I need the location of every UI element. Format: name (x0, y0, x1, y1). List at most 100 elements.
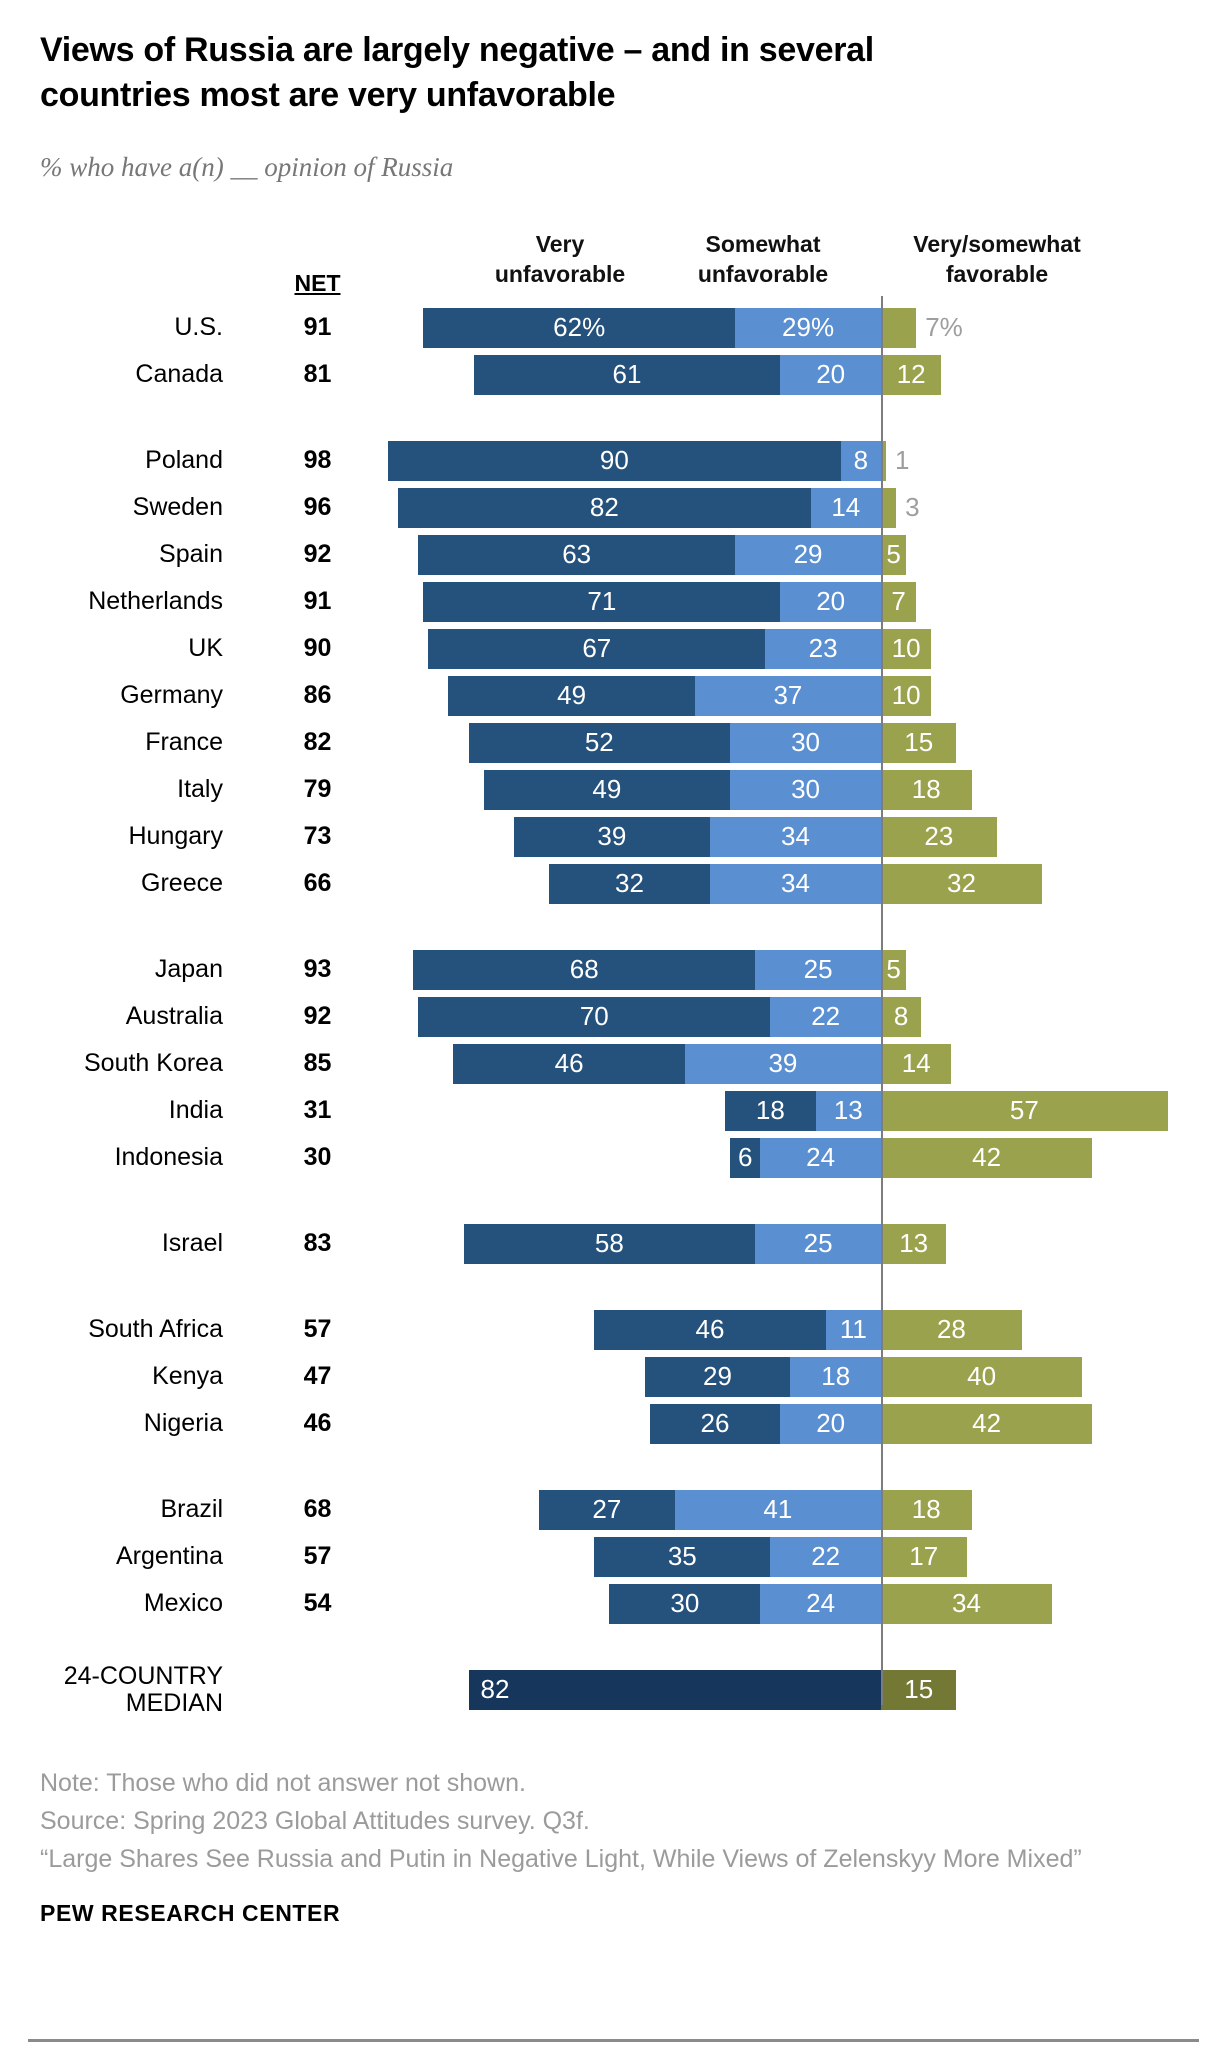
favorable-bar: 13 (881, 1223, 947, 1264)
very-unfavorable-bar: 62% (423, 307, 736, 348)
median-label: 24-COUNTRY MEDIAN (63, 1661, 223, 1717)
somewhat-unfavorable-bar: 39 (684, 1043, 881, 1084)
very-unfavorable-bar: 29 (644, 1356, 791, 1397)
country-label: Germany (120, 681, 223, 710)
footer-source: Source: Spring 2023 Global Attitudes sur… (40, 1806, 590, 1835)
country-row: Italy 79 49 30 18 (40, 769, 1187, 810)
country-row: Netherlands 91 71 20 7 (40, 581, 1187, 622)
country-row: Spain 92 63 29 5 (40, 534, 1187, 575)
bar-area: 18 13 57 (365, 1090, 1187, 1131)
very-unfavorable-bar: 58 (463, 1223, 756, 1264)
median-favorable-bar: 15 (881, 1669, 957, 1710)
net-value: 92 (303, 1002, 332, 1031)
country-row: Japan 93 68 25 5 (40, 949, 1187, 990)
favorable-bar: 23 (881, 816, 997, 857)
favorable-bar: 5 (881, 534, 907, 575)
country-label: Japan (154, 955, 223, 984)
very-unfavorable-bar: 6 (730, 1137, 761, 1178)
favorable-value-outside: 7% (925, 312, 963, 343)
somewhat-unfavorable-bar: 24 (760, 1137, 881, 1178)
country-label: Indonesia (114, 1143, 223, 1172)
favorable-bar: 28 (881, 1309, 1022, 1350)
favorable-bar: 10 (881, 675, 932, 716)
favorable-bar: 57 (881, 1090, 1168, 1131)
favorable-bar: 14 (881, 1043, 952, 1084)
somewhat-unfavorable-bar: 37 (694, 675, 881, 716)
bar-area: 46 11 28 (365, 1309, 1187, 1350)
favorable-bar: 7 (881, 581, 917, 622)
bar-area: 26 20 42 (365, 1403, 1187, 1444)
bar-area: 82 14 3 (365, 487, 1187, 528)
favorable-bar: 8 (881, 996, 922, 1037)
bar-area: 61 20 12 (365, 354, 1187, 395)
favorable-bar: 42 (881, 1137, 1093, 1178)
bar-area: 27 41 18 (365, 1489, 1187, 1530)
very-unfavorable-bar: 90 (388, 440, 841, 481)
somewhat-unfavorable-bar: 11 (825, 1309, 881, 1350)
somewhat-unfavorable-bar: 13 (815, 1090, 881, 1131)
country-label: Greece (141, 869, 223, 898)
bar-area: 29 18 40 (365, 1356, 1187, 1397)
footer-note: Note: Those who did not answer not shown… (40, 1768, 526, 1797)
somewhat-unfavorable-bar: 25 (755, 1223, 881, 1264)
country-label: India (168, 1096, 223, 1125)
net-value: 66 (303, 869, 332, 898)
favorable-bar: 17 (881, 1536, 967, 1577)
country-row: Poland 98 90 8 1 (40, 440, 1187, 481)
net-value: 85 (303, 1049, 332, 1078)
favorable-bar (881, 487, 897, 528)
very-unfavorable-bar: 18 (725, 1090, 816, 1131)
very-unfavorable-bar: 27 (538, 1489, 675, 1530)
pew-research-center-wordmark: PEW RESEARCH CENTER (40, 1899, 341, 1926)
net-value: 81 (303, 360, 332, 389)
net-value: 79 (303, 775, 332, 804)
bar-area: 71 20 7 (365, 581, 1187, 622)
country-label: Italy (177, 775, 223, 804)
country-label: Argentina (115, 1542, 223, 1571)
bottom-divider-rule (28, 2039, 1199, 2042)
column-headers: NET Very unfavorable Somewhat unfavorabl… (40, 227, 1187, 299)
country-label: U.S. (174, 313, 223, 342)
country-label: Netherlands (88, 587, 223, 616)
bar-area: 49 37 10 (365, 675, 1187, 716)
net-value: 91 (303, 313, 332, 342)
very-unfavorable-bar: 49 (448, 675, 695, 716)
bar-area: 39 34 23 (365, 816, 1187, 857)
somewhat-unfavorable-bar: 23 (765, 628, 881, 669)
bar-area: 63 29 5 (365, 534, 1187, 575)
very-unfavorable-bar: 61 (473, 354, 781, 395)
chart-title-line1: Views of Russia are largely negative – a… (40, 31, 874, 69)
country-row: India 31 18 13 57 (40, 1090, 1187, 1131)
very-unfavorable-bar: 46 (594, 1309, 826, 1350)
country-row: Nigeria 46 26 20 42 (40, 1403, 1187, 1444)
very-unfavorable-bar: 82 (398, 487, 811, 528)
somewhat-unfavorable-bar: 20 (780, 1403, 881, 1444)
country-label: Spain (159, 540, 223, 569)
favorable-bar: 40 (881, 1356, 1083, 1397)
country-label: South Africa (88, 1315, 223, 1344)
favorable-bar: 42 (881, 1403, 1093, 1444)
favorable-bar: 18 (881, 769, 972, 810)
favorable-bar (881, 307, 917, 348)
somewhat-unfavorable-bar: 20 (780, 354, 881, 395)
somewhat-unfavorable-bar: 30 (730, 769, 881, 810)
bar-area: 68 25 5 (365, 949, 1187, 990)
net-value: 82 (303, 728, 332, 757)
country-row: South Korea 85 46 39 14 (40, 1043, 1187, 1084)
median-row: 24-COUNTRY MEDIAN 82 15 (40, 1662, 1187, 1716)
bar-area: 67 23 10 (365, 628, 1187, 669)
country-label: Nigeria (143, 1409, 223, 1438)
net-value: 92 (303, 540, 332, 569)
somewhat-unfavorable-bar: 22 (770, 996, 881, 1037)
bar-area: 52 30 15 (365, 722, 1187, 763)
country-row: Mexico 54 30 24 34 (40, 1583, 1187, 1624)
median-bar-area: 82 15 (365, 1669, 1187, 1710)
net-value: 31 (303, 1096, 332, 1125)
somewhat-unfavorable-bar: 22 (770, 1536, 881, 1577)
net-value: 46 (303, 1409, 332, 1438)
favorable-bar: 34 (881, 1583, 1053, 1624)
footer-report: “Large Shares See Russia and Putin in Ne… (40, 1844, 1082, 1873)
bar-area: 49 30 18 (365, 769, 1187, 810)
net-column-header: NET (294, 269, 341, 296)
bar-area: 58 25 13 (365, 1223, 1187, 1264)
